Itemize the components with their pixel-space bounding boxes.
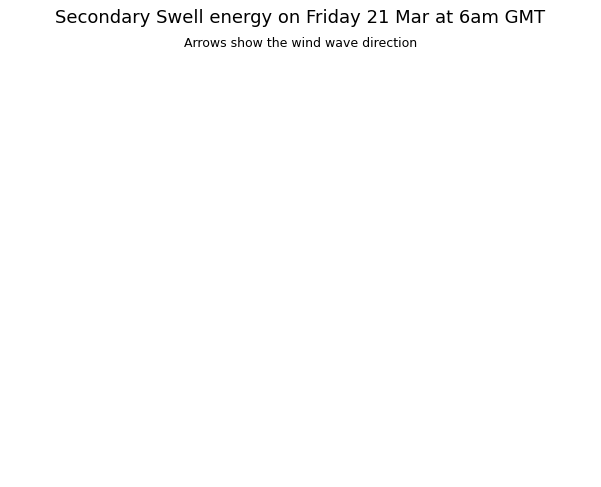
Text: Arrows show the wind wave direction: Arrows show the wind wave direction: [184, 37, 417, 50]
Text: Secondary Swell energy on Friday 21 Mar at 6am GMT: Secondary Swell energy on Friday 21 Mar …: [55, 9, 546, 27]
